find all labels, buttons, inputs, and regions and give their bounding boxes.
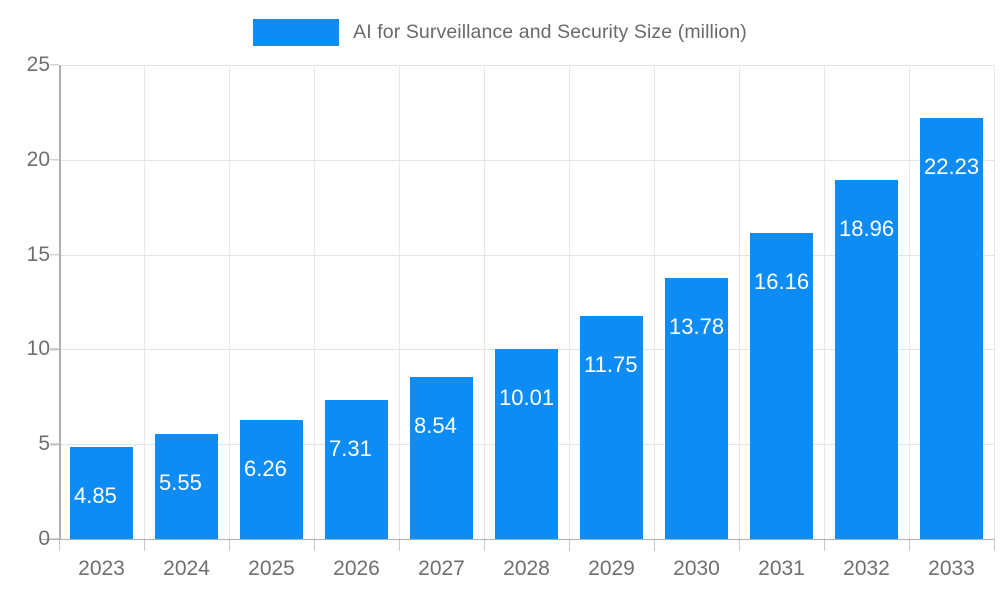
bar[interactable] bbox=[155, 433, 218, 539]
vertical-gridline bbox=[824, 65, 825, 539]
bar-value-label: 4.85 bbox=[74, 483, 117, 509]
x-axis-tick-mark bbox=[144, 539, 145, 551]
x-axis-tick-label: 2032 bbox=[843, 557, 890, 580]
x-axis-tick-mark bbox=[994, 539, 995, 551]
y-axis-tick-label: 5 bbox=[38, 432, 50, 456]
x-axis-tick-label: 2030 bbox=[673, 557, 720, 580]
x-axis-tick-mark bbox=[824, 539, 825, 551]
legend-color-swatch bbox=[253, 18, 340, 46]
bar-value-label: 10.01 bbox=[499, 385, 555, 411]
x-axis-tick-mark bbox=[229, 539, 230, 551]
bar[interactable] bbox=[240, 420, 303, 539]
bar[interactable] bbox=[750, 232, 813, 539]
horizontal-gridline bbox=[59, 159, 994, 161]
bar-value-label: 8.54 bbox=[414, 413, 457, 439]
x-axis-tick-mark bbox=[569, 539, 570, 551]
vertical-gridline bbox=[654, 65, 655, 539]
bar-value-label: 18.96 bbox=[839, 215, 895, 241]
y-axis-tick-label: 0 bbox=[38, 527, 50, 550]
vertical-gridline bbox=[739, 65, 740, 539]
vertical-gridline bbox=[399, 65, 400, 539]
vertical-gridline bbox=[229, 65, 230, 539]
vertical-gridline bbox=[314, 65, 315, 539]
x-axis-line bbox=[40, 538, 994, 541]
x-axis-tick-mark bbox=[909, 539, 910, 551]
bar-value-label: 13.78 bbox=[669, 313, 725, 339]
x-axis-tick-label: 2029 bbox=[588, 557, 635, 580]
horizontal-gridline bbox=[59, 65, 994, 66]
vertical-gridline bbox=[909, 65, 910, 539]
y-axis-tick-label: 15 bbox=[26, 242, 50, 266]
x-axis-tick-mark bbox=[484, 539, 485, 551]
x-axis-tick-mark bbox=[654, 539, 655, 551]
vertical-gridline bbox=[569, 65, 570, 539]
vertical-gridline bbox=[144, 65, 145, 539]
bar[interactable] bbox=[920, 117, 983, 539]
bar-value-label: 11.75 bbox=[584, 352, 638, 378]
y-axis-tick-mark bbox=[50, 64, 59, 66]
y-axis-tick-label: 20 bbox=[26, 147, 50, 171]
y-axis-tick-mark bbox=[50, 443, 59, 445]
y-axis-tick-mark bbox=[50, 159, 59, 161]
horizontal-gridline bbox=[59, 254, 994, 256]
plot-area: 4.85 5.55 6.26 7.31 8.54 10.01 11.75 13.78 16.16… bbox=[59, 65, 995, 551]
bar-value-label: 6.26 bbox=[244, 456, 287, 482]
x-axis-tick-label: 2025 bbox=[248, 557, 295, 580]
bar[interactable] bbox=[835, 179, 898, 539]
x-axis-tick-label: 2031 bbox=[758, 557, 805, 580]
y-axis-tick-mark bbox=[50, 538, 59, 540]
bar[interactable] bbox=[325, 400, 388, 539]
bar-value-label: 5.55 bbox=[159, 469, 202, 495]
x-axis-tick-label: 2028 bbox=[503, 557, 550, 580]
chart-legend[interactable]: AI for Surveillance and Security Size (m… bbox=[0, 14, 1000, 50]
x-axis-tick-label: 2027 bbox=[418, 557, 465, 580]
bar-value-label: 22.23 bbox=[924, 153, 980, 179]
bar-value-label: 7.31 bbox=[329, 436, 372, 462]
bar[interactable] bbox=[495, 349, 558, 539]
y-axis-tick-label: 25 bbox=[26, 53, 50, 76]
bar[interactable] bbox=[70, 447, 133, 539]
bar[interactable] bbox=[580, 316, 643, 539]
x-axis-tick-label: 2024 bbox=[163, 557, 210, 580]
vertical-gridline bbox=[484, 65, 485, 539]
y-axis-line bbox=[59, 65, 61, 539]
y-axis-tick-mark bbox=[50, 253, 59, 256]
y-axis-tick-mark bbox=[50, 348, 59, 351]
bar-value-label: 16.16 bbox=[754, 268, 810, 294]
x-axis-tick-mark bbox=[59, 539, 60, 551]
x-axis-tick-mark bbox=[739, 539, 740, 551]
vertical-gridline bbox=[994, 65, 995, 539]
x-axis-tick-label: 2033 bbox=[928, 557, 975, 580]
bar[interactable] bbox=[665, 277, 728, 539]
x-axis-tick-mark bbox=[314, 539, 315, 551]
legend-series-label: AI for Surveillance and Security Size (m… bbox=[353, 20, 747, 43]
bar[interactable] bbox=[410, 377, 473, 539]
x-axis-tick-label: 2023 bbox=[78, 557, 125, 580]
x-axis-tick-label: 2026 bbox=[333, 557, 380, 580]
x-axis-tick-mark bbox=[399, 539, 400, 551]
y-axis-tick-label: 10 bbox=[26, 337, 50, 361]
